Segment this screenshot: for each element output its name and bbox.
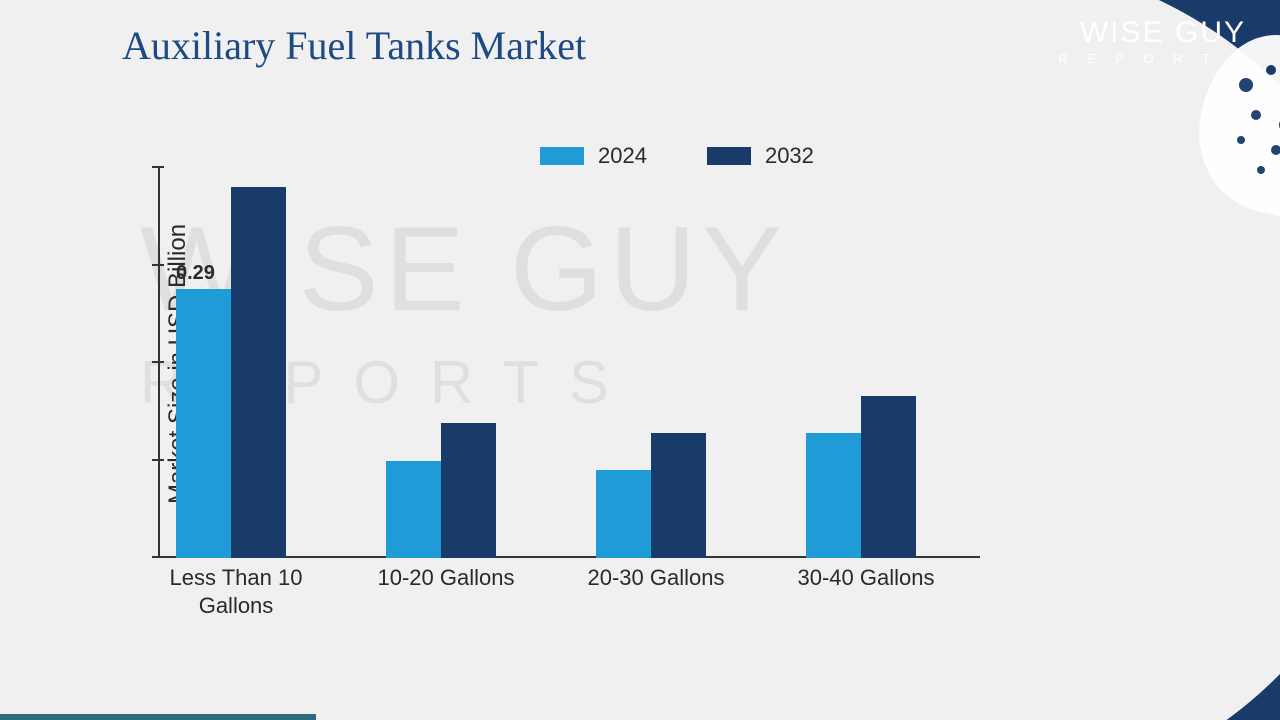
bar-value-label: 0.29: [176, 262, 215, 285]
legend-swatch: [707, 147, 751, 165]
brand-logo: WISE GUY R E P O R T S: [1058, 18, 1246, 65]
legend-swatch: [540, 147, 584, 165]
legend: 2024 2032: [540, 143, 814, 169]
bar-group: 0.29Less Than 10 Gallons: [176, 168, 296, 558]
legend-item: 2024: [540, 143, 647, 169]
y-axis: [158, 168, 160, 558]
y-tick: [152, 264, 164, 266]
bar-group: 10-20 Gallons: [386, 168, 506, 558]
bar-2024: [176, 289, 231, 558]
bar-2032: [651, 433, 706, 558]
bar-2024: [806, 433, 861, 558]
y-tick: [152, 166, 164, 168]
bar-2032: [861, 396, 916, 559]
category-label: Less Than 10 Gallons: [156, 558, 316, 619]
category-label: 20-30 Gallons: [576, 558, 736, 592]
bar-2032: [441, 423, 496, 558]
bar-2024: [386, 461, 441, 559]
chart-title: Auxiliary Fuel Tanks Market: [122, 22, 586, 69]
y-tick: [152, 459, 164, 461]
legend-item: 2032: [707, 143, 814, 169]
bar-2032: [231, 187, 286, 558]
legend-label: 2024: [598, 143, 647, 169]
stage: WISE GUY REPORTS Auxiliary Fuel Tanks Ma…: [0, 0, 1280, 720]
category-label: 30-40 Gallons: [786, 558, 946, 592]
bar-group: 20-30 Gallons: [596, 168, 716, 558]
plot-area: 0.29Less Than 10 Gallons 10-20 Gallons 20-…: [110, 168, 980, 558]
bottom-accent-bar: [0, 714, 316, 720]
bar-2024: [596, 470, 651, 558]
head-icon: [1186, 30, 1280, 220]
bar-group: 30-40 Gallons: [806, 168, 926, 558]
category-label: 10-20 Gallons: [366, 558, 526, 592]
legend-label: 2032: [765, 143, 814, 169]
y-tick: [152, 361, 164, 363]
